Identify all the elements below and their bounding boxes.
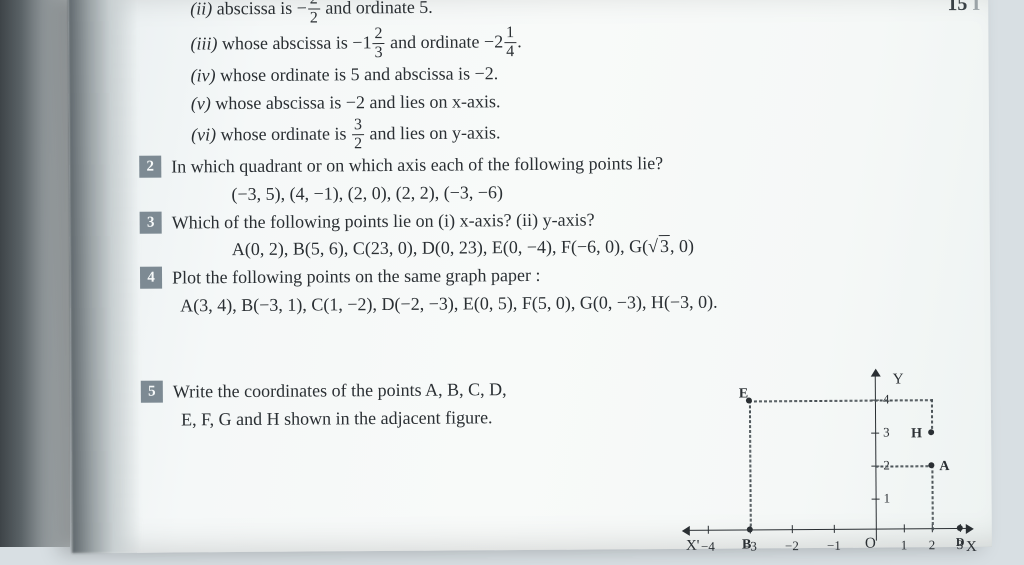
x-tick bbox=[834, 525, 835, 533]
y-axis-label: Y bbox=[893, 368, 904, 391]
point-a-label: A bbox=[939, 456, 949, 478]
y-tick bbox=[872, 499, 880, 500]
frac-iii-2: 14 bbox=[504, 25, 516, 60]
frac-iii-1: 23 bbox=[372, 26, 384, 61]
page-number: 15 bbox=[947, 0, 967, 15]
item-iii-b: and ordinate −2 bbox=[385, 31, 503, 52]
q3-points-a: A(0, 2), B(5, 6), C(23, 0), D(0, 23), E(… bbox=[232, 237, 648, 260]
x-tick bbox=[792, 525, 793, 533]
point-d-dot bbox=[957, 525, 963, 531]
x-tick-label: −1 bbox=[827, 536, 841, 556]
y-tick-label: 1 bbox=[884, 488, 891, 508]
item-v-text: whose abscissa is −2 and lies on x-axis. bbox=[215, 91, 500, 113]
origin-label: O bbox=[865, 533, 876, 556]
q3-points-b: , 0) bbox=[670, 236, 694, 256]
frac-ii: 22 bbox=[308, 0, 320, 27]
page-number-corner: 15 I bbox=[947, 0, 980, 20]
dash-a-h bbox=[875, 465, 933, 467]
point-b-dot bbox=[747, 526, 753, 532]
x-tick-label: −2 bbox=[785, 536, 799, 556]
y-tick bbox=[871, 433, 879, 434]
qnum-4: 4 bbox=[140, 267, 162, 289]
roman-v: (v) bbox=[191, 93, 211, 113]
frac-vi: 32 bbox=[352, 117, 364, 152]
item-vi-b: and lies on y-axis. bbox=[365, 122, 501, 143]
item-vi-a: whose ordinate is bbox=[220, 123, 351, 144]
qnum-5: 5 bbox=[141, 381, 163, 403]
item-ii-a: abscissa is − bbox=[217, 0, 307, 18]
dash-a-v bbox=[931, 465, 933, 530]
x-axis bbox=[684, 528, 972, 531]
point-h-label: H bbox=[911, 423, 922, 445]
x-tick bbox=[904, 524, 905, 532]
roman-ii: (ii) bbox=[190, 0, 212, 19]
item-iii-a: whose abscissa is −1 bbox=[222, 32, 372, 53]
book-page: 15 I (ii) abscissa is −22 and ordinate 5… bbox=[68, 0, 992, 553]
x-axis-label: X bbox=[966, 536, 977, 559]
q4-text: Plot the following points on the same gr… bbox=[172, 265, 541, 288]
roman-iii: (iii) bbox=[190, 33, 217, 53]
x-tick-label: 1 bbox=[901, 535, 908, 555]
dash-e-v bbox=[749, 400, 752, 531]
item-ii-b: and ordinate 5. bbox=[321, 0, 433, 18]
q2-text: In which quadrant or on which axis each … bbox=[171, 153, 663, 176]
coordinate-figure: Y X X' O −4−3−2−1123 1234 A B D E H bbox=[683, 370, 974, 557]
qnum-3: 3 bbox=[140, 211, 162, 233]
roman-iv: (iv) bbox=[191, 65, 216, 85]
x-neg-axis-label: X' bbox=[686, 535, 700, 558]
roman-vi: (vi) bbox=[191, 124, 216, 144]
item-vi: (vi) whose ordinate is 32 and lies on y-… bbox=[139, 113, 949, 154]
point-h-dot bbox=[928, 429, 934, 435]
q5-text-1: Write the coordinates of the points A, B… bbox=[173, 379, 507, 401]
x-tick-label: 2 bbox=[929, 535, 936, 555]
point-a-dot bbox=[928, 462, 934, 468]
y-tick-label: 3 bbox=[883, 422, 890, 442]
sqrt-icon: 3 bbox=[648, 233, 670, 261]
point-e-label: E bbox=[739, 383, 748, 405]
point-d-label: D bbox=[956, 533, 965, 552]
x-tick bbox=[708, 526, 709, 534]
item-iv-text: whose ordinate is 5 and abscissa is −2. bbox=[220, 63, 498, 85]
item-iii-c: . bbox=[517, 31, 522, 51]
item-iii: (iii) whose abscissa is −123 and ordinat… bbox=[138, 22, 948, 63]
qnum-2: 2 bbox=[139, 155, 161, 177]
point-b-label: B bbox=[742, 534, 751, 556]
dash-e-h bbox=[749, 399, 933, 402]
q3-text: Which of the following points lie on (i)… bbox=[172, 209, 595, 232]
page-number-cut: I bbox=[972, 0, 980, 15]
y-axis bbox=[875, 371, 877, 541]
